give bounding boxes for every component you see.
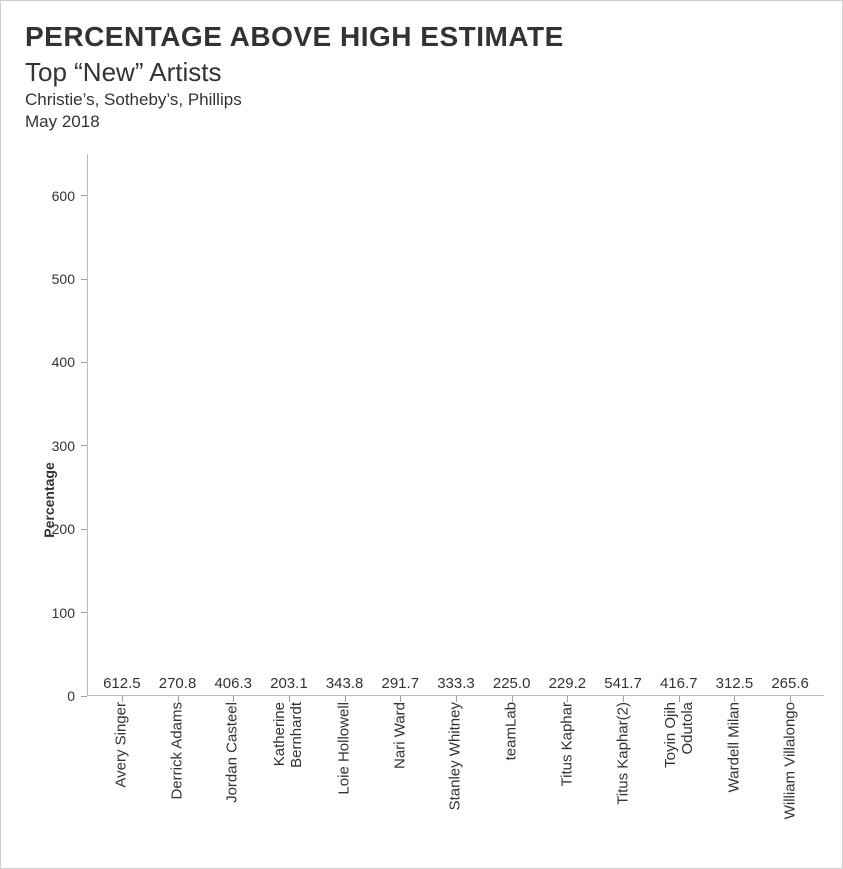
y-tick: 600 bbox=[52, 188, 87, 204]
bar-slot: 225.0 bbox=[484, 675, 540, 696]
y-tick: 0 bbox=[67, 688, 87, 704]
x-slot: Derrick Adams bbox=[149, 696, 205, 846]
y-tick-label: 0 bbox=[67, 688, 75, 704]
x-slot: William Villalongo bbox=[762, 696, 818, 846]
bar-value-label: 270.8 bbox=[159, 675, 197, 692]
x-axis-label: Jordan Casteel bbox=[224, 702, 241, 803]
y-tick-mark bbox=[81, 445, 87, 446]
x-axis-label: Toyin OjihOdutola bbox=[661, 702, 696, 768]
y-tick-label: 600 bbox=[52, 188, 75, 204]
x-slot: teamLab bbox=[483, 696, 539, 846]
bar-value-label: 225.0 bbox=[493, 675, 531, 692]
chart-subtitle: Top “New” Artists bbox=[25, 57, 824, 88]
bar-slot: 312.5 bbox=[707, 675, 763, 696]
chart-caption-2: May 2018 bbox=[25, 112, 824, 132]
x-axis-label: Stanley Whitney bbox=[447, 702, 464, 810]
x-axis-label: Derrick Adams bbox=[168, 702, 185, 800]
x-axis: Avery Singer Derrick Adams Jordan Casteel K… bbox=[43, 696, 824, 846]
y-tick: 400 bbox=[52, 354, 87, 370]
x-axis-label: teamLab bbox=[503, 702, 520, 760]
bar-slot: 265.6 bbox=[762, 675, 818, 696]
x-slot: Wardell Milan bbox=[706, 696, 762, 846]
y-tick: 300 bbox=[52, 438, 87, 454]
bar-value-label: 333.3 bbox=[437, 675, 475, 692]
y-label-column: Percentage bbox=[19, 154, 43, 846]
bar-slot: 612.5 bbox=[94, 675, 150, 696]
y-tick-mark bbox=[81, 362, 87, 363]
x-axis-label: Wardell Milan bbox=[726, 702, 743, 792]
y-tick-mark bbox=[81, 529, 87, 530]
y-tick-label: 400 bbox=[52, 354, 75, 370]
chart-frame: PERCENTAGE ABOVE HIGH ESTIMATE Top “New”… bbox=[0, 0, 843, 869]
x-slot: Jordan Casteel bbox=[205, 696, 261, 846]
x-axis-label: Avery Singer bbox=[112, 702, 129, 788]
x-axis-label: KatherineBernhardt bbox=[271, 702, 306, 768]
bars-area: 612.5 270.8 406.3 203.1 343.8 291.7 333.3 225.0… bbox=[88, 154, 824, 696]
x-axis-label: Nari Ward bbox=[391, 702, 408, 769]
x-axis-label: Titus Kaphar bbox=[558, 702, 575, 787]
bar-value-label: 265.6 bbox=[771, 675, 809, 692]
bar-value-label: 612.5 bbox=[103, 675, 141, 692]
bar-value-label: 312.5 bbox=[716, 675, 754, 692]
x-slot: Titus Kaphar(2) bbox=[595, 696, 651, 846]
y-tick-mark bbox=[81, 195, 87, 196]
plot-column: 0 100 200 300 400 500 600 612.5 270.8 406.3 203.1… bbox=[43, 154, 824, 846]
x-slot: Stanley Whitney bbox=[428, 696, 484, 846]
bar-slot: 343.8 bbox=[317, 675, 373, 696]
bar-slot: 416.7 bbox=[651, 675, 707, 696]
y-tick-label: 200 bbox=[52, 521, 75, 537]
x-axis-label: Loie Hollowell bbox=[335, 702, 352, 795]
bar-slot: 203.1 bbox=[261, 675, 317, 696]
chart-title: PERCENTAGE ABOVE HIGH ESTIMATE bbox=[25, 21, 824, 53]
plot-area: 0100200300400500600 612.5270.8406.3203.1… bbox=[43, 154, 824, 696]
bar-slot: 333.3 bbox=[428, 675, 484, 696]
bar-value-label: 416.7 bbox=[660, 675, 698, 692]
bar-value-label: 291.7 bbox=[382, 675, 420, 692]
bar-slot: 291.7 bbox=[372, 675, 428, 696]
bar-value-label: 343.8 bbox=[326, 675, 364, 692]
chart-caption-1: Christie’s, Sotheby’s, Phillips bbox=[25, 90, 824, 110]
x-slot: Loie Hollowell bbox=[316, 696, 372, 846]
x-slot: Avery Singer bbox=[93, 696, 149, 846]
y-tick-label: 500 bbox=[52, 271, 75, 287]
x-axis-label: William Villalongo bbox=[781, 702, 798, 819]
x-slot: Nari Ward bbox=[372, 696, 428, 846]
bar-slot: 229.2 bbox=[540, 675, 596, 696]
x-slot: Titus Kaphar bbox=[539, 696, 595, 846]
y-tick-mark bbox=[81, 612, 87, 613]
y-tick: 200 bbox=[52, 521, 87, 537]
chart-body: Percentage 0 100 200 300 400 500 600 612.5 270.… bbox=[19, 154, 824, 846]
y-tick: 100 bbox=[52, 605, 87, 621]
y-tick: 500 bbox=[52, 271, 87, 287]
bar-value-label: 203.1 bbox=[270, 675, 308, 692]
x-slot: KatherineBernhardt bbox=[260, 696, 316, 846]
y-axis: 0100200300400500600 bbox=[43, 154, 88, 696]
y-tick-mark bbox=[81, 279, 87, 280]
y-tick-label: 300 bbox=[52, 438, 75, 454]
chart-headings: PERCENTAGE ABOVE HIGH ESTIMATE Top “New”… bbox=[19, 19, 824, 132]
bar-slot: 270.8 bbox=[150, 675, 206, 696]
x-slot: Toyin OjihOdutola bbox=[651, 696, 707, 846]
bar-value-label: 229.2 bbox=[549, 675, 587, 692]
x-axis-label: Titus Kaphar(2) bbox=[614, 702, 631, 805]
y-tick-label: 100 bbox=[52, 605, 75, 621]
bar-slot: 541.7 bbox=[595, 675, 651, 696]
bar-value-label: 541.7 bbox=[604, 675, 642, 692]
bar-slot: 406.3 bbox=[205, 675, 261, 696]
bar-value-label: 406.3 bbox=[214, 675, 252, 692]
